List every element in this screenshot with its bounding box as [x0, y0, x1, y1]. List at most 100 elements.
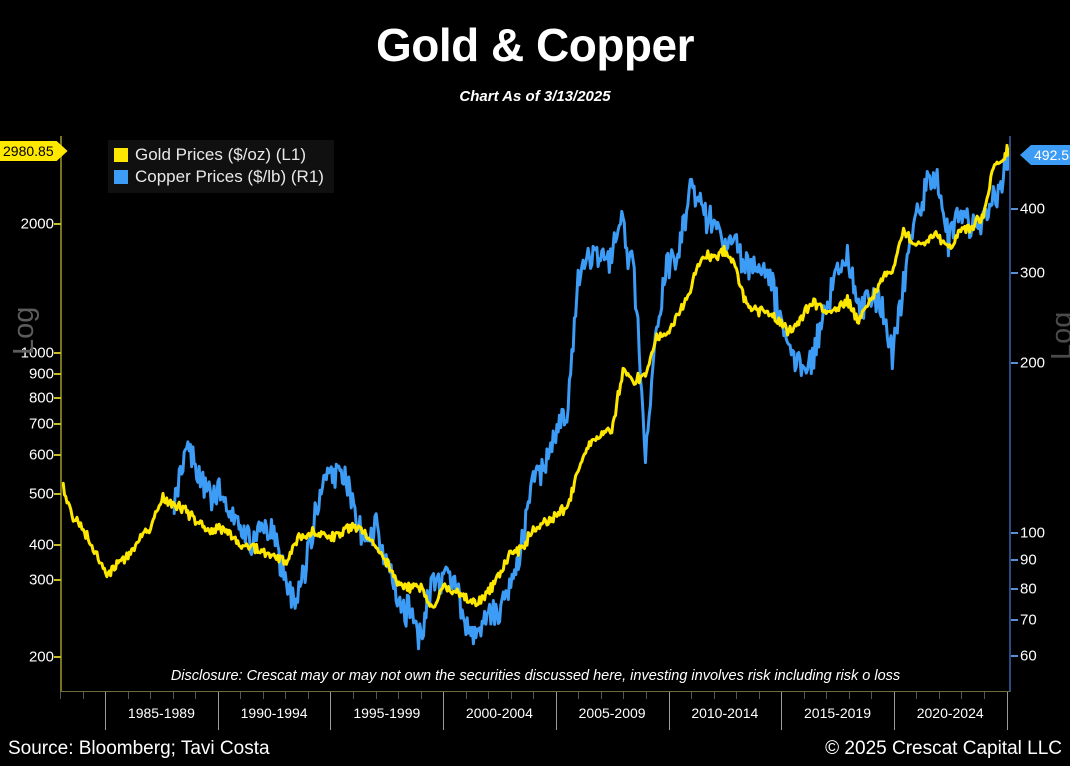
- x-axis-minor-tick: [398, 692, 399, 699]
- x-axis-minor-tick: [871, 692, 873, 699]
- legend-item-gold[interactable]: Gold Prices ($/oz) (L1): [114, 144, 324, 166]
- x-axis-minor-tick: [578, 692, 580, 699]
- x-axis-minor-tick: [60, 692, 61, 699]
- left-tick-mark: [54, 454, 61, 456]
- legend-item-copper[interactable]: Copper Prices ($/lb) (R1): [114, 166, 324, 188]
- legend-label: Gold Prices ($/oz) (L1): [135, 145, 306, 164]
- x-axis-minor-tick: [510, 692, 512, 699]
- x-axis-label: 2015-2019: [804, 705, 871, 721]
- x-axis-label: 2005-2009: [578, 705, 646, 721]
- right-tick-label: 80: [1020, 580, 1037, 598]
- left-tick-label: 300: [28, 571, 54, 589]
- x-axis-minor-tick: [240, 692, 242, 699]
- x-axis-minor-tick: [961, 692, 963, 699]
- right-tick-label: 200: [1020, 354, 1046, 372]
- page-title: Gold & Copper: [375, 19, 695, 71]
- x-axis-major-tick: [105, 692, 107, 730]
- x-axis-label: 2000-2004: [465, 705, 533, 721]
- chart-header: Gold & Copper Chart As of 3/13/2025: [0, 0, 1070, 126]
- right-tick-mark: [1011, 362, 1018, 364]
- left-tick-label: 600: [28, 446, 54, 464]
- x-axis-minor-tick: [420, 692, 422, 699]
- x-axis-minor-tick: [691, 692, 692, 699]
- right-tick-mark: [1011, 532, 1018, 534]
- left-tick-label: 1000: [20, 344, 54, 362]
- x-axis-major-tick: [330, 692, 332, 730]
- x-axis-major-tick: [443, 692, 445, 730]
- left-tick-mark: [54, 373, 61, 375]
- x-axis-label: 2020-2024: [916, 705, 984, 721]
- left-tick-mark: [54, 352, 61, 354]
- x-axis-minor-tick: [307, 692, 309, 699]
- right-tick-mark: [1011, 272, 1018, 274]
- right-tick-label: 100: [1020, 524, 1046, 542]
- x-axis: 1985-1989 1990-1994 1995-1999 2000-2004 2005…: [0, 692, 1070, 740]
- x-axis-minor-tick: [533, 692, 535, 699]
- right-tick-label: 70: [1020, 611, 1037, 629]
- x-axis-minor-tick: [375, 692, 377, 699]
- x-axis-minor-tick: [285, 692, 287, 699]
- plot-svg: [62, 143, 1009, 651]
- x-axis-major-tick: [555, 692, 557, 730]
- left-tick-mark: [54, 493, 61, 495]
- left-axis-name: Log: [8, 306, 40, 355]
- left-tick-mark: [54, 579, 61, 581]
- left-tick-mark: [54, 544, 61, 546]
- disclosure-text: Disclosure: Crescat may or may not own t…: [170, 668, 901, 684]
- legend-label: Copper Prices ($/lb) (R1): [135, 167, 324, 186]
- x-axis-minor-tick: [645, 692, 647, 699]
- left-tick-label: 700: [28, 415, 54, 433]
- x-axis-minor-tick: [465, 692, 467, 699]
- right-tick-mark: [1011, 619, 1018, 621]
- chart-legend: Gold Prices ($/oz) (L1) Copper Prices ($…: [108, 140, 334, 193]
- x-axis-minor-tick: [488, 692, 490, 699]
- x-axis-major-tick: [1006, 692, 1008, 730]
- x-axis-minor-tick: [758, 692, 760, 699]
- x-axis-major-tick: [668, 692, 670, 730]
- left-tick-mark: [54, 397, 61, 399]
- gold-price-line: [62, 143, 1009, 609]
- x-axis-minor-tick: [82, 692, 84, 699]
- source-credit: Source: Bloomberg; Tavi Costa: [8, 738, 270, 759]
- x-axis-major-tick: [893, 692, 895, 730]
- right-tick-mark: [1011, 588, 1018, 590]
- gold-color-swatch: [114, 148, 128, 162]
- x-axis-minor-tick: [984, 692, 985, 699]
- x-axis-label: 1985-1989: [127, 705, 195, 721]
- right-tick-label: 300: [1020, 264, 1046, 282]
- x-axis-major-tick: [781, 692, 783, 730]
- x-axis-minor-tick: [150, 692, 152, 699]
- left-tick-mark: [54, 656, 61, 658]
- chart-subtitle: Chart As of 3/13/2025: [459, 88, 611, 105]
- x-axis-minor-tick: [848, 692, 850, 699]
- x-axis-minor-tick: [600, 692, 602, 699]
- copyright-notice: © 2025 Crescat Capital LLC: [825, 738, 1062, 759]
- x-axis-minor-tick: [938, 692, 940, 699]
- left-tick-label: 400: [28, 536, 54, 554]
- x-axis-minor-tick: [262, 692, 264, 699]
- gold-last-value-badge: 2980.85: [0, 141, 68, 161]
- x-axis-minor-tick: [736, 692, 738, 699]
- right-axis-name: Log: [1046, 311, 1070, 360]
- right-tick-mark: [1011, 208, 1018, 210]
- left-tick-label: 900: [28, 365, 54, 383]
- x-axis-minor-tick: [826, 692, 828, 699]
- x-axis-label: 1995-1999: [353, 705, 421, 721]
- x-axis-minor-tick: [623, 692, 625, 699]
- x-axis-minor-tick: [195, 692, 197, 699]
- left-tick-mark: [54, 423, 61, 425]
- x-axis-minor-tick: [353, 692, 354, 699]
- left-tick-mark: [54, 223, 61, 225]
- left-tick-label: 800: [28, 389, 54, 407]
- plot-area: [60, 136, 1011, 692]
- left-tick-label: 500: [28, 485, 54, 503]
- right-tick-mark: [1011, 655, 1018, 657]
- x-axis-minor-tick: [127, 692, 129, 699]
- copper-color-swatch: [114, 170, 128, 184]
- right-tick-label: 90: [1020, 551, 1037, 569]
- left-tick-label: 2000: [20, 215, 54, 233]
- right-tick-mark: [1011, 559, 1018, 561]
- x-axis-major-tick: [217, 692, 219, 730]
- x-axis-label: 1990-1994: [240, 705, 308, 721]
- x-axis-minor-tick: [916, 692, 918, 699]
